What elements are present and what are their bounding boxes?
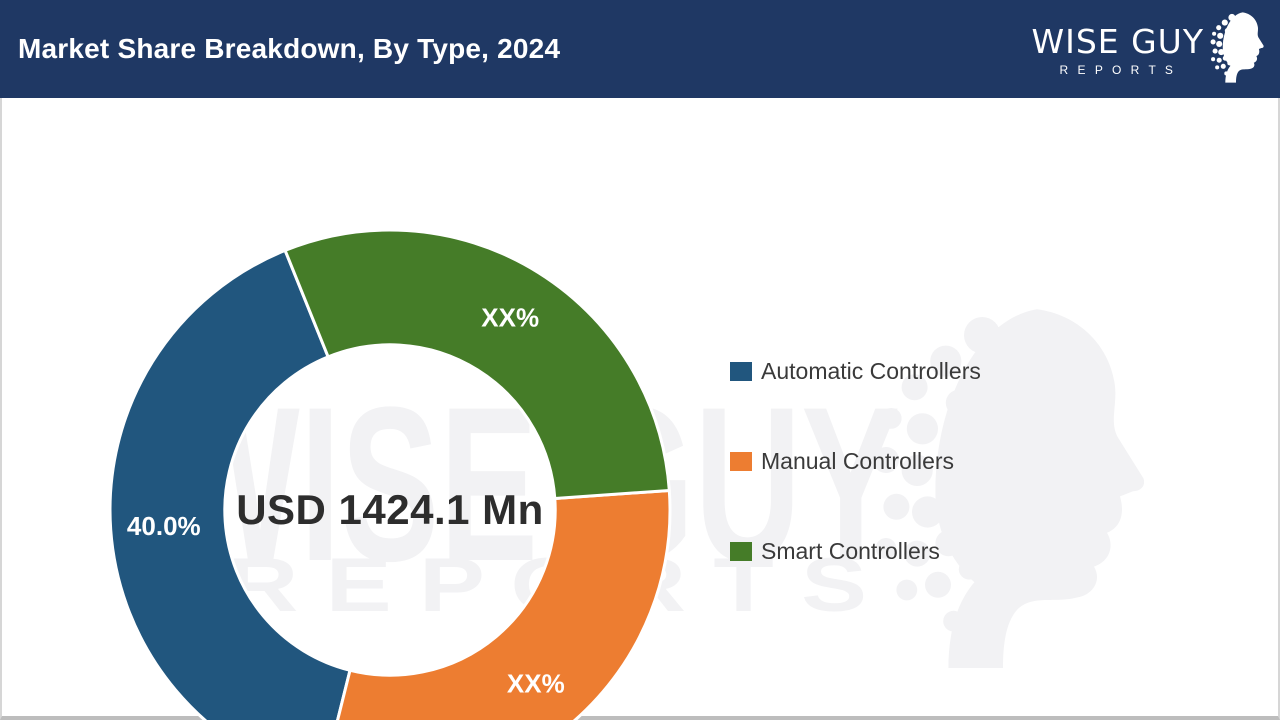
slice-label-2: XX% <box>481 303 539 333</box>
chart-center-value: USD 1424.1 Mn <box>236 486 544 533</box>
logo-name: WISE GUY <box>1031 22 1204 61</box>
legend-swatch-icon <box>730 541 752 561</box>
donut-segment-2 <box>283 228 671 500</box>
slice-label-1: XX% <box>507 669 565 699</box>
donut-chart: 40.0% XX% XX% <box>107 227 673 720</box>
header-bar: Market Share Breakdown, By Type, 2024 WI… <box>0 0 1280 98</box>
legend-label: Manual Controllers <box>761 447 955 474</box>
legend-label: Smart Controllers <box>761 537 940 564</box>
page-title: Market Share Breakdown, By Type, 2024 <box>18 33 561 64</box>
content-area: WISE GUY R E P O R T S 40.0%XX%XX% USD 1… <box>0 98 1280 720</box>
brand-logo: WISE GUY R E P O R T S <box>1031 11 1264 83</box>
donut-segment-0 <box>108 248 352 720</box>
legend-item-smart-controllers: Smart Controllers <box>730 536 981 566</box>
legend-label: Automatic Controllers <box>761 357 981 384</box>
donut-segment-1 <box>336 488 672 720</box>
slice-label-0: 40.0% <box>127 511 201 541</box>
logo-face-icon <box>1210 12 1264 83</box>
chart-legend: Automatic Controllers Manual Controllers… <box>730 356 981 566</box>
legend-item-automatic-controllers: Automatic Controllers <box>730 356 981 386</box>
legend-swatch-icon <box>730 361 752 381</box>
logo-tagline: R E P O R T S <box>1059 63 1176 77</box>
legend-item-manual-controllers: Manual Controllers <box>730 446 981 476</box>
legend-swatch-icon <box>730 451 752 471</box>
